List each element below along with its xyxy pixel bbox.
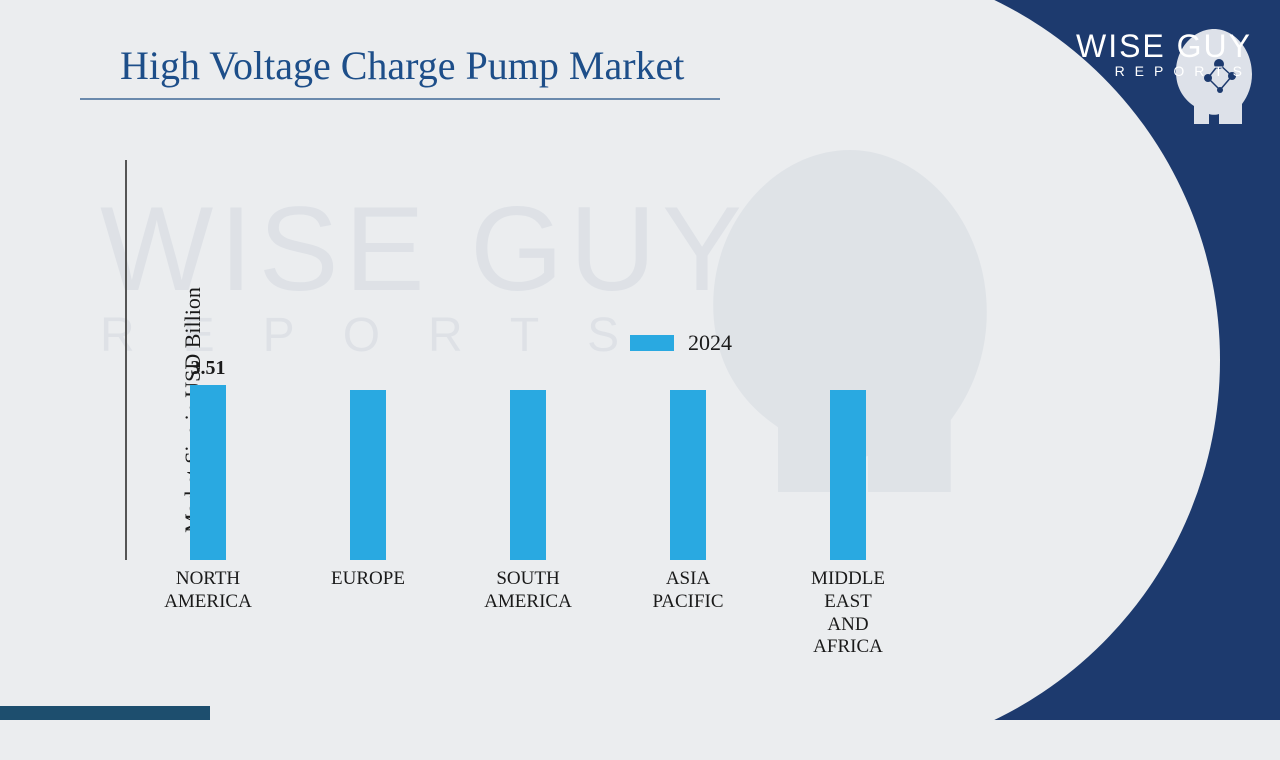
x-axis-category-label: NORTHAMERICA bbox=[133, 568, 283, 659]
bar-chart: Market Size in USD Billion 2024 3.51 NOR… bbox=[100, 150, 940, 670]
x-axis-category-label: MIDDLEEASTANDAFRICA bbox=[773, 568, 923, 659]
bar-value-label: 3.51 bbox=[191, 357, 226, 381]
bar-group bbox=[453, 362, 603, 560]
bar bbox=[350, 390, 386, 560]
chart-title: High Voltage Charge Pump Market bbox=[120, 42, 684, 89]
x-axis-category-label: SOUTHAMERICA bbox=[453, 568, 603, 659]
bottom-accent-bar bbox=[0, 706, 210, 720]
bar bbox=[670, 390, 706, 560]
logo-line2: REPORTS bbox=[1076, 63, 1252, 79]
bar bbox=[830, 390, 866, 560]
bar bbox=[190, 385, 226, 561]
title-underline bbox=[80, 98, 720, 100]
x-axis-labels: NORTHAMERICAEUROPESOUTHAMERICAASIAPACIFI… bbox=[128, 568, 928, 659]
brand-logo: WISE GUY REPORTS bbox=[1076, 28, 1252, 79]
bar-group bbox=[293, 362, 443, 560]
bar-group bbox=[773, 362, 923, 560]
bar-group: 3.51 bbox=[133, 357, 283, 561]
y-axis-line bbox=[125, 160, 127, 560]
logo-line1: WISE GUY bbox=[1076, 28, 1252, 65]
x-axis-category-label: ASIAPACIFIC bbox=[613, 568, 763, 659]
plot-area: 3.51 bbox=[128, 160, 928, 560]
bar bbox=[510, 390, 546, 560]
bar-group bbox=[613, 362, 763, 560]
x-axis-category-label: EUROPE bbox=[293, 568, 443, 659]
